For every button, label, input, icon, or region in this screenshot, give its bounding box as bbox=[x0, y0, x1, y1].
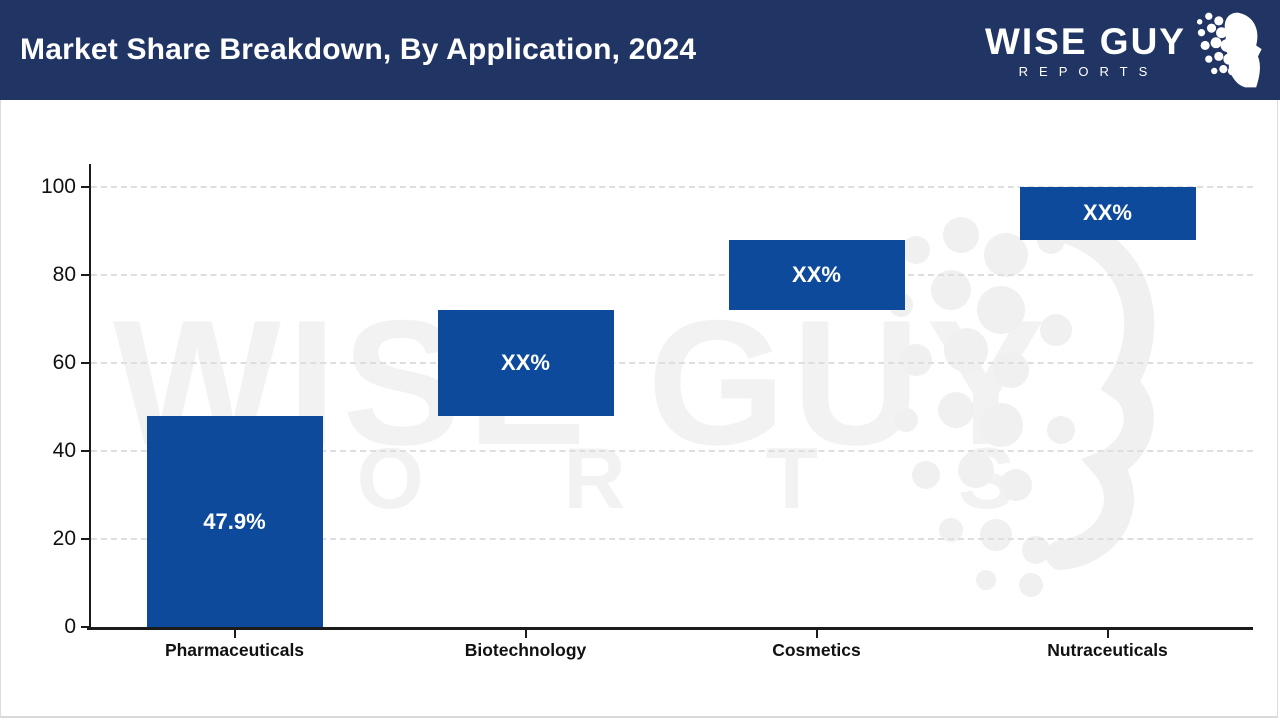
logo-wordmark: WISE GUY REPORTS bbox=[984, 20, 1186, 79]
head-profile-icon bbox=[1196, 12, 1262, 88]
wiseguy-logo: WISE GUY REPORTS bbox=[985, 8, 1266, 92]
logo-wordmark-main: WISE GUY bbox=[984, 20, 1186, 62]
chart-canvas: WISE GUY P O R T S bbox=[0, 100, 1278, 718]
chart-title: Market Share Breakdown, By Application, … bbox=[20, 33, 697, 66]
header-bar: Market Share Breakdown, By Application, … bbox=[0, 0, 1280, 100]
watermark-head-icon bbox=[889, 215, 1155, 597]
logo-wordmark-sub: REPORTS bbox=[1018, 63, 1159, 79]
